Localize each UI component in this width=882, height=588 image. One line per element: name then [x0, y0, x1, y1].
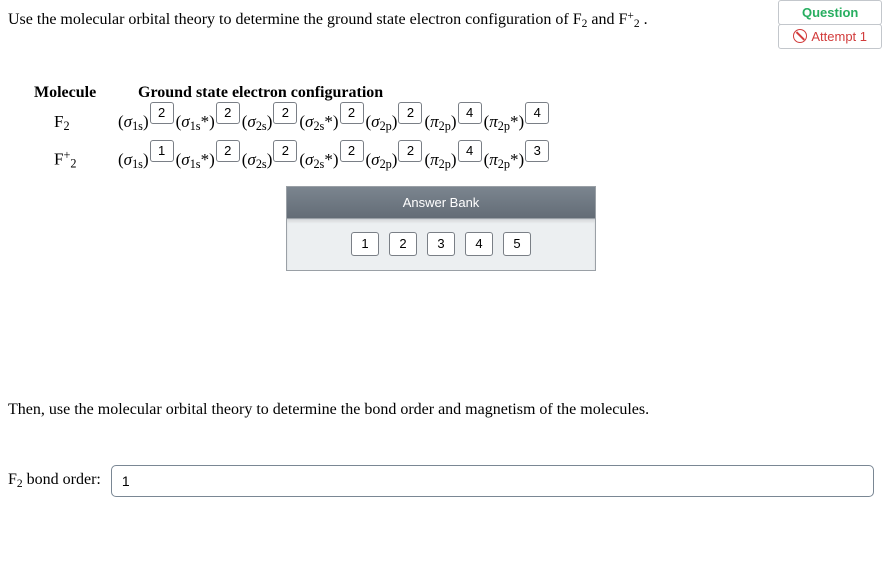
- question-prompt: Use the molecular orbital theory to dete…: [0, 0, 778, 30]
- bond-order-input[interactable]: [111, 465, 874, 497]
- exponent-slot[interactable]: 2: [340, 140, 364, 162]
- orbital-name: (π2p*): [484, 112, 525, 134]
- prompt-text: Use the molecular orbital theory to dete…: [8, 11, 573, 28]
- orbital: (σ1s*)2: [176, 150, 242, 172]
- orbital: (σ2p)2: [366, 150, 425, 172]
- exponent-slot[interactable]: 4: [458, 140, 482, 162]
- exponent-slot[interactable]: 4: [525, 102, 549, 124]
- exponent-slot[interactable]: 2: [273, 140, 297, 162]
- orbital: (π2p)4: [424, 112, 483, 134]
- orbital-name: (σ1s): [118, 150, 149, 172]
- exponent-slot[interactable]: 2: [273, 102, 297, 124]
- orbital-name: (σ2s): [242, 150, 273, 172]
- config-row: F+2(σ1s)1(σ1s*)2(σ2s)2(σ2s*)2(σ2p)2(π2p)…: [30, 148, 852, 172]
- orbital: (π2p)4: [424, 150, 483, 172]
- orbital-name: (σ1s*): [176, 112, 215, 134]
- exponent-slot[interactable]: 2: [150, 102, 174, 124]
- orbital: (σ2p)2: [366, 112, 425, 134]
- orbital: (σ1s*)2: [176, 112, 242, 134]
- prompt-mol2: F+2: [618, 11, 639, 28]
- bank-item[interactable]: 2: [389, 232, 417, 256]
- bond-order-label: F2 bond order:: [8, 471, 101, 490]
- molecule-label: F2: [30, 112, 118, 134]
- orbital-name: (σ2s*): [299, 150, 338, 172]
- forbid-icon: [793, 29, 807, 43]
- config-section: Molecule Ground state electron configura…: [0, 84, 882, 271]
- answer-bank-wrap: Answer Bank 12345: [30, 186, 852, 271]
- status-badges: Question Attempt 1: [778, 0, 882, 48]
- exponent-slot[interactable]: 2: [340, 102, 364, 124]
- orbital-name: (π2p*): [484, 150, 525, 172]
- config-row: F2(σ1s)2(σ1s*)2(σ2s)2(σ2s*)2(σ2p)2(π2p)4…: [30, 112, 852, 134]
- orbital-name: (π2p): [424, 112, 456, 134]
- orbital-name: (π2p): [424, 150, 456, 172]
- header-row: Use the molecular orbital theory to dete…: [0, 0, 882, 48]
- orbital-name: (σ1s*): [176, 150, 215, 172]
- attempt-badge[interactable]: Attempt 1: [778, 24, 882, 49]
- exponent-slot[interactable]: 3: [525, 140, 549, 162]
- answer-bank-body: 12345: [287, 219, 595, 270]
- orbital: (π2p*)3: [484, 150, 552, 172]
- orbital-name: (σ1s): [118, 112, 149, 134]
- bond-order-row: F2 bond order:: [0, 465, 882, 511]
- bank-item[interactable]: 3: [427, 232, 455, 256]
- col-config-header: Ground state electron configuration: [138, 84, 852, 102]
- prompt-mol1: F2: [573, 11, 588, 28]
- exponent-slot[interactable]: 2: [398, 102, 422, 124]
- config-rows: F2(σ1s)2(σ1s*)2(σ2s)2(σ2s*)2(σ2p)2(π2p)4…: [30, 112, 852, 172]
- orbital-name: (σ2p): [366, 112, 398, 134]
- question-badge[interactable]: Question: [778, 0, 882, 25]
- orbital: (σ2s*)2: [299, 150, 365, 172]
- molecule-label: F+2: [30, 148, 118, 172]
- answer-bank-header: Answer Bank: [287, 187, 595, 219]
- exponent-slot[interactable]: 4: [458, 102, 482, 124]
- answer-bank: Answer Bank 12345: [286, 186, 596, 271]
- orbital: (π2p*)4: [484, 112, 552, 134]
- exponent-slot[interactable]: 2: [398, 140, 422, 162]
- bank-item[interactable]: 4: [465, 232, 493, 256]
- orbital-name: (σ2p): [366, 150, 398, 172]
- orbital-name: (σ2s): [242, 112, 273, 134]
- orbital: (σ2s)2: [242, 150, 300, 172]
- prompt-post: .: [644, 11, 648, 28]
- col-molecule-header: Molecule: [30, 84, 138, 102]
- orbital: (σ1s)2: [118, 112, 176, 134]
- table-header: Molecule Ground state electron configura…: [30, 84, 852, 102]
- then-prompt: Then, use the molecular orbital theory t…: [0, 401, 882, 419]
- prompt-and: and: [591, 11, 618, 28]
- orbital-name: (σ2s*): [299, 112, 338, 134]
- exponent-slot[interactable]: 2: [216, 140, 240, 162]
- exponent-slot[interactable]: 2: [216, 102, 240, 124]
- exponent-slot[interactable]: 1: [150, 140, 174, 162]
- orbital: (σ1s)1: [118, 150, 176, 172]
- bank-item[interactable]: 5: [503, 232, 531, 256]
- bank-item[interactable]: 1: [351, 232, 379, 256]
- orbital: (σ2s)2: [242, 112, 300, 134]
- orbital: (σ2s*)2: [299, 112, 365, 134]
